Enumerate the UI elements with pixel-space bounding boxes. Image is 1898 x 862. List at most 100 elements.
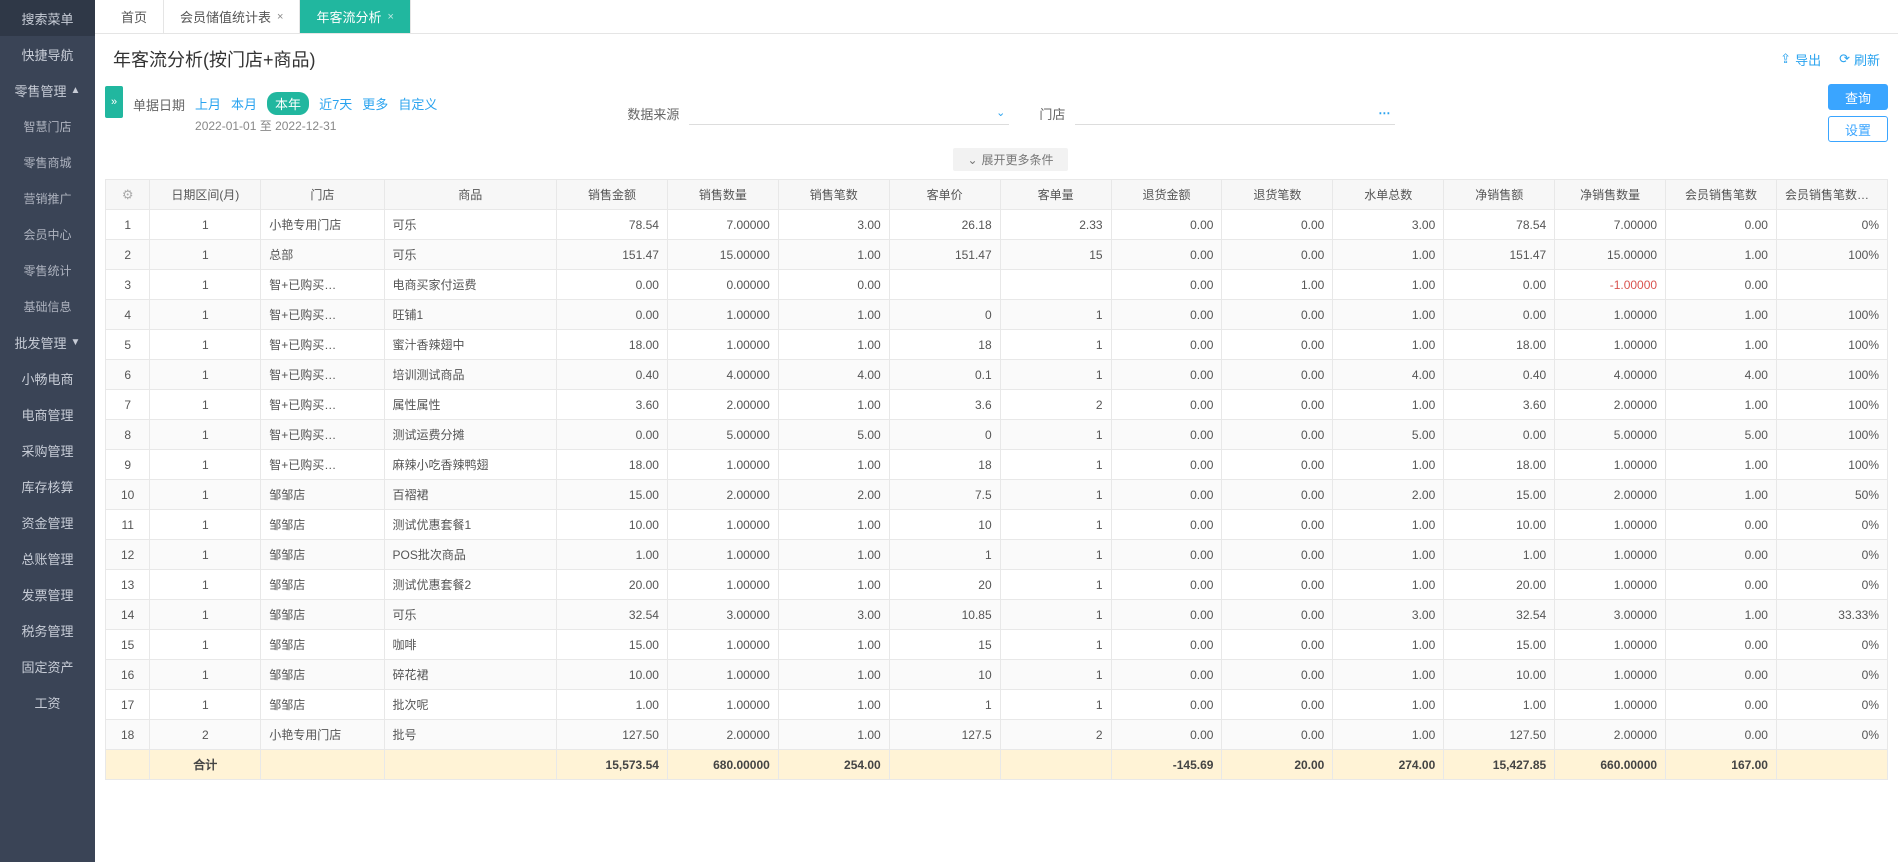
- source-select[interactable]: ⌄: [689, 101, 1009, 125]
- sidebar-item[interactable]: 采购管理: [0, 432, 95, 468]
- sidebar-item[interactable]: 零售管理▲: [0, 72, 95, 108]
- table-cell: 批号: [384, 720, 557, 750]
- table-cell: 15.00: [1444, 480, 1555, 510]
- table-row[interactable]: 21总部可乐151.4715.000001.00151.47150.000.00…: [106, 240, 1888, 270]
- data-table-wrap[interactable]: ⚙ 日期区间(月)门店商品销售金额销售数量销售笔数客单价客单量退货金额退货笔数水单…: [95, 179, 1898, 862]
- close-icon[interactable]: ×: [277, 11, 283, 23]
- table-row[interactable]: 161邹邹店碎花裙10.001.000001.001010.000.001.00…: [106, 660, 1888, 690]
- sidebar-item[interactable]: 基础信息: [0, 288, 95, 324]
- sidebar-item[interactable]: 批发管理▼: [0, 324, 95, 360]
- sidebar-item[interactable]: 税务管理: [0, 612, 95, 648]
- sidebar-item[interactable]: 电商管理: [0, 396, 95, 432]
- table-row[interactable]: 81智+已购买…测试运费分摊0.005.000005.00010.000.005…: [106, 420, 1888, 450]
- date-option[interactable]: 本年: [267, 92, 309, 115]
- table-row[interactable]: 11小艳专用门店可乐78.547.000003.0026.182.330.000…: [106, 210, 1888, 240]
- table-cell: 1.00000: [1555, 690, 1666, 720]
- table-cell: 0.00: [1111, 390, 1222, 420]
- table-row[interactable]: 121邹邹店POS批次商品1.001.000001.00110.000.001.…: [106, 540, 1888, 570]
- refresh-action[interactable]: ⟳ 刷新: [1839, 50, 1880, 69]
- collapse-filter-button[interactable]: »: [105, 86, 123, 118]
- table-row[interactable]: 51智+已购买…蜜汁香辣翅中18.001.000001.001810.000.0…: [106, 330, 1888, 360]
- column-header[interactable]: 日期区间(月): [150, 180, 261, 210]
- column-header[interactable]: 门店: [261, 180, 384, 210]
- table-cell: 1: [1000, 450, 1111, 480]
- table-cell: 50%: [1776, 480, 1887, 510]
- store-select[interactable]: ⋯: [1075, 101, 1395, 125]
- date-option[interactable]: 上月: [195, 94, 221, 113]
- sidebar-item[interactable]: 总账管理: [0, 540, 95, 576]
- column-header[interactable]: ⚙: [106, 180, 150, 210]
- close-icon[interactable]: ×: [387, 11, 393, 23]
- table-row[interactable]: 91智+已购买…麻辣小吃香辣鸭翅18.001.000001.001810.000…: [106, 450, 1888, 480]
- column-header[interactable]: 商品: [384, 180, 557, 210]
- column-header[interactable]: 净销售额: [1444, 180, 1555, 210]
- table-row[interactable]: 61智+已购买…培训测试商品0.404.000004.000.110.000.0…: [106, 360, 1888, 390]
- table-cell: 1.00: [1666, 240, 1777, 270]
- table-cell: 智+已购买…: [261, 330, 384, 360]
- sidebar-item[interactable]: 固定资产: [0, 648, 95, 684]
- table-cell: 智+已购买…: [261, 360, 384, 390]
- sidebar-item[interactable]: 发票管理: [0, 576, 95, 612]
- table-cell: 邹邹店: [261, 630, 384, 660]
- table-cell: 1: [150, 360, 261, 390]
- column-header[interactable]: 会员销售笔数: [1666, 180, 1777, 210]
- column-header[interactable]: 销售数量: [667, 180, 778, 210]
- column-header[interactable]: 水单总数: [1333, 180, 1444, 210]
- table-cell: 3.6: [889, 390, 1000, 420]
- table-cell: 1.00000: [1555, 300, 1666, 330]
- table-row[interactable]: 41智+已购买…旺铺10.001.000001.00010.000.001.00…: [106, 300, 1888, 330]
- sidebar-item[interactable]: 会员中心: [0, 216, 95, 252]
- query-button[interactable]: 查询: [1828, 84, 1888, 110]
- column-header[interactable]: 退货笔数: [1222, 180, 1333, 210]
- sidebar: 搜索菜单快捷导航零售管理▲智慧门店零售商城营销推广会员中心零售统计基础信息批发管…: [0, 0, 95, 862]
- table-cell: POS批次商品: [384, 540, 557, 570]
- table-cell: 0.00: [1111, 480, 1222, 510]
- table-cell: 1: [1000, 360, 1111, 390]
- column-header[interactable]: 退货金额: [1111, 180, 1222, 210]
- column-header[interactable]: 净销售数量: [1555, 180, 1666, 210]
- sidebar-item[interactable]: 快捷导航: [0, 36, 95, 72]
- table-cell: 127.50: [1444, 720, 1555, 750]
- setting-button[interactable]: 设置: [1828, 116, 1888, 142]
- sidebar-item[interactable]: 智慧门店: [0, 108, 95, 144]
- tab[interactable]: 年客流分析×: [300, 0, 410, 33]
- column-header[interactable]: 销售笔数: [778, 180, 889, 210]
- table-cell: [1776, 270, 1887, 300]
- table-cell: 1.00000: [1555, 630, 1666, 660]
- tab[interactable]: 首页: [105, 0, 164, 33]
- gear-icon[interactable]: ⚙: [122, 187, 134, 202]
- table-row[interactable]: 71智+已购买…属性属性3.602.000001.003.620.000.001…: [106, 390, 1888, 420]
- sidebar-item[interactable]: 资金管理: [0, 504, 95, 540]
- table-row[interactable]: 131邹邹店测试优惠套餐220.001.000001.002010.000.00…: [106, 570, 1888, 600]
- sidebar-item[interactable]: 库存核算: [0, 468, 95, 504]
- table-row[interactable]: 101邹邹店百褶裙15.002.000002.007.510.000.002.0…: [106, 480, 1888, 510]
- arrow-icon: ▼: [71, 337, 81, 348]
- date-option[interactable]: 更多: [362, 94, 388, 113]
- sidebar-item[interactable]: 小畅电商: [0, 360, 95, 396]
- export-action[interactable]: ⇪ 导出: [1780, 50, 1821, 69]
- sidebar-item[interactable]: 工资: [0, 684, 95, 720]
- table-cell: 0%: [1776, 570, 1887, 600]
- sidebar-item[interactable]: 搜索菜单: [0, 0, 95, 36]
- table-row[interactable]: 141邹邹店可乐32.543.000003.0010.8510.000.003.…: [106, 600, 1888, 630]
- column-header[interactable]: 客单量: [1000, 180, 1111, 210]
- table-row[interactable]: 151邹邹店咖啡15.001.000001.001510.000.001.001…: [106, 630, 1888, 660]
- table-cell: 1.00000: [667, 510, 778, 540]
- sidebar-item[interactable]: 营销推广: [0, 180, 95, 216]
- date-option[interactable]: 本月: [231, 94, 257, 113]
- column-header[interactable]: 销售金额: [557, 180, 668, 210]
- table-row[interactable]: 171邹邹店批次呢1.001.000001.00110.000.001.001.…: [106, 690, 1888, 720]
- export-icon: ⇪: [1780, 51, 1791, 67]
- table-row[interactable]: 31智+已购买…电商买家付运费0.000.000000.000.001.001.…: [106, 270, 1888, 300]
- table-row[interactable]: 182小艳专用门店批号127.502.000001.00127.520.000.…: [106, 720, 1888, 750]
- table-cell: 3.00: [1333, 600, 1444, 630]
- column-header[interactable]: 会员销售笔数占比: [1776, 180, 1887, 210]
- date-option[interactable]: 近7天: [319, 94, 352, 113]
- expand-conditions-button[interactable]: ⌄ 展开更多条件: [953, 148, 1067, 171]
- column-header[interactable]: 客单价: [889, 180, 1000, 210]
- sidebar-item[interactable]: 零售统计: [0, 252, 95, 288]
- table-row[interactable]: 111邹邹店测试优惠套餐110.001.000001.001010.000.00…: [106, 510, 1888, 540]
- tab[interactable]: 会员储值统计表×: [164, 0, 300, 33]
- date-option[interactable]: 自定义: [398, 94, 437, 113]
- sidebar-item[interactable]: 零售商城: [0, 144, 95, 180]
